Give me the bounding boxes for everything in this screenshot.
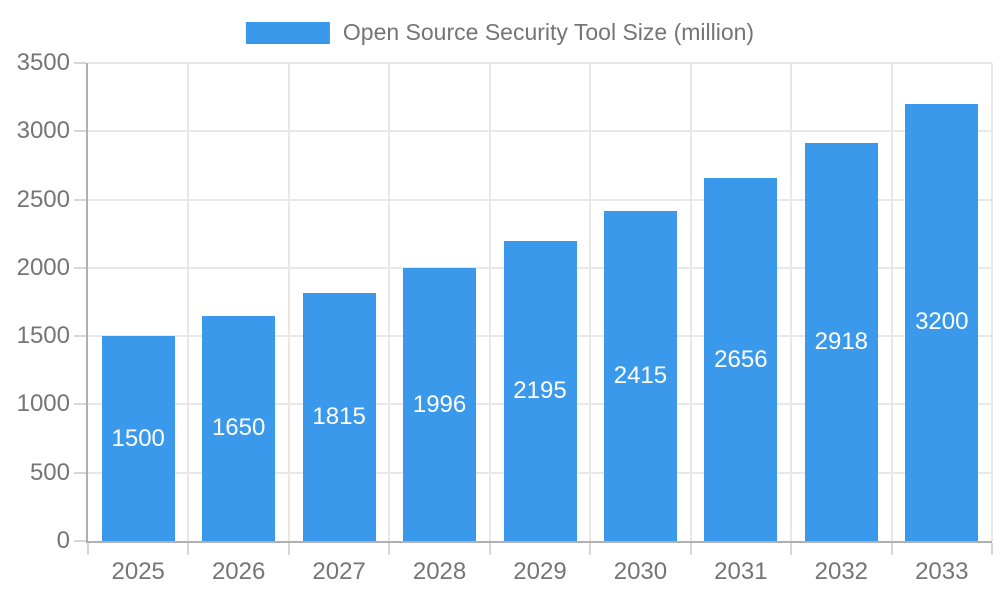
bar-value-label: 2918 — [814, 327, 869, 355]
bar-value-label: 1650 — [211, 414, 266, 442]
gridline-vertical — [689, 63, 692, 541]
x-axis-tick — [87, 543, 89, 555]
gridline-vertical — [790, 63, 793, 541]
gridline-horizontal — [88, 130, 992, 133]
y-axis-labels: 0 500 1000 1500 2000 2500 3000 3500 — [0, 49, 70, 554]
bar-2032[interactable]: 2918 — [804, 142, 878, 541]
x-axis-labels: 2025 2026 2027 2028 2029 2030 2031 2032 2033 — [88, 556, 992, 588]
x-axis-tick — [388, 543, 391, 555]
x-axis-label: 2030 — [613, 558, 668, 585]
y-axis-tick — [74, 130, 86, 133]
y-axis-tick — [74, 335, 86, 338]
y-axis-label: 1500 — [16, 322, 70, 350]
x-axis-ticks — [87, 543, 993, 555]
bar-2029[interactable]: 2195 — [503, 241, 577, 541]
x-axis-label: 2033 — [915, 558, 969, 585]
gridline-vertical — [388, 63, 391, 541]
plot-area: 1500 1650 1815 1996 2195 2415 2656 2918 3200 — [86, 62, 993, 543]
y-axis-tick — [74, 540, 86, 542]
x-axis-tick — [187, 543, 190, 555]
y-axis-label: 3500 — [16, 49, 70, 76]
x-axis-tick — [287, 543, 290, 555]
bar-2030[interactable]: 2415 — [603, 211, 677, 541]
y-axis-tick — [74, 471, 86, 474]
y-axis-label: 2500 — [16, 185, 70, 213]
bar-2031[interactable]: 2656 — [704, 178, 778, 541]
legend-item[interactable]: Open Source Security Tool Size (million) — [245, 19, 755, 46]
x-axis-tick — [991, 543, 993, 555]
x-axis-tick — [790, 543, 793, 555]
y-axis-label: 1000 — [16, 390, 70, 418]
y-axis-label: 3000 — [16, 117, 70, 145]
x-axis-label: 2032 — [814, 558, 869, 585]
bar-value-label: 3200 — [915, 308, 969, 336]
x-axis-label: 2025 — [111, 558, 165, 585]
y-axis-tick — [74, 403, 86, 406]
gridline-vertical — [589, 63, 592, 541]
bar-2026[interactable]: 1650 — [202, 315, 276, 541]
gridline-vertical — [287, 63, 290, 541]
bar-value-label: 1500 — [111, 424, 165, 452]
x-axis-tick — [689, 543, 692, 555]
y-axis-tick — [74, 266, 86, 269]
x-axis-label: 2027 — [312, 558, 366, 585]
x-axis-tick — [488, 543, 491, 555]
y-axis-tick — [74, 198, 86, 201]
gridline-vertical — [991, 63, 993, 541]
gridline-vertical — [890, 63, 893, 541]
legend-label: Open Source Security Tool Size (million) — [342, 19, 755, 45]
bar-2025[interactable]: 1500 — [101, 336, 175, 541]
x-axis-label: 2026 — [211, 558, 266, 585]
bar-value-label: 2656 — [714, 345, 768, 373]
gridline-horizontal — [88, 198, 992, 201]
gridline-vertical — [187, 63, 190, 541]
gridline-horizontal — [88, 62, 992, 64]
bar-2027[interactable]: 1815 — [302, 293, 376, 541]
bar-value-label: 2195 — [513, 377, 567, 405]
x-axis-label: 2031 — [714, 558, 768, 585]
x-axis-tick — [589, 543, 592, 555]
gridline-vertical — [488, 63, 491, 541]
x-axis-tick — [890, 543, 893, 555]
y-axis-tick — [74, 62, 86, 64]
y-axis-label: 0 — [56, 527, 70, 554]
x-axis-label: 2028 — [412, 558, 467, 585]
y-axis-label: 2000 — [16, 253, 70, 281]
bar-value-label: 1996 — [412, 390, 467, 418]
bar-2033[interactable]: 3200 — [905, 103, 979, 541]
y-axis-label: 500 — [29, 458, 70, 486]
bar-2028[interactable]: 1996 — [403, 268, 477, 541]
y-axis-ticks — [74, 62, 86, 542]
bar-value-label: 2415 — [613, 362, 668, 390]
x-axis-label: 2029 — [513, 558, 567, 585]
legend-marker-icon — [245, 21, 330, 44]
bar-value-label: 1815 — [312, 403, 366, 431]
